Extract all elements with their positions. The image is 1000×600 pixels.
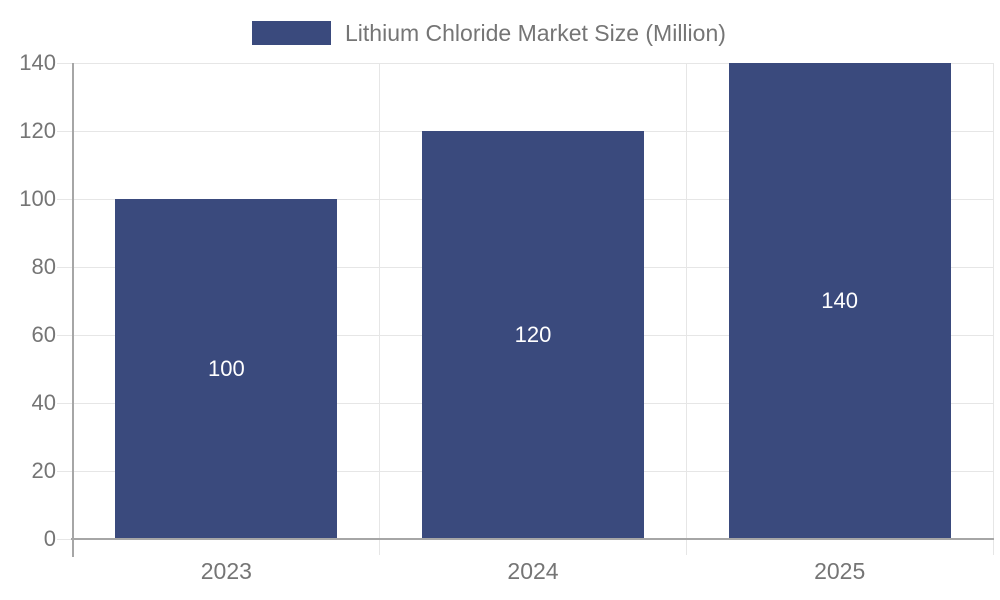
y-axis-line bbox=[71, 63, 74, 557]
y-tick-label-120: 120 bbox=[19, 118, 56, 143]
bar-value-label-2024: 120 bbox=[514, 322, 552, 347]
y-tick-mark bbox=[57, 266, 73, 268]
y-tick-label-140: 140 bbox=[19, 50, 56, 75]
x-tick-label-2023: 2023 bbox=[200, 558, 252, 584]
x-tick-label-2024: 2024 bbox=[507, 558, 559, 584]
y-tick-mark bbox=[57, 334, 73, 336]
legend-label: Lithium Chloride Market Size (Million) bbox=[345, 20, 726, 46]
y-tick-mark bbox=[57, 130, 73, 132]
y-tick-label-100: 100 bbox=[19, 186, 56, 211]
y-tick-label-0: 0 bbox=[43, 526, 56, 551]
x-tick-mark bbox=[379, 539, 381, 555]
y-tick-label-80: 80 bbox=[31, 254, 56, 279]
bar-2023[interactable] bbox=[115, 199, 338, 538]
bar-2025[interactable] bbox=[728, 63, 951, 538]
v-gridline bbox=[992, 63, 994, 539]
bar-value-label-2023: 100 bbox=[207, 356, 245, 381]
x-tick-mark bbox=[685, 539, 687, 555]
legend-swatch-icon bbox=[252, 21, 331, 45]
y-tick-label-40: 40 bbox=[31, 390, 56, 415]
y-tick-mark bbox=[57, 62, 73, 64]
x-axis-line bbox=[71, 538, 994, 540]
y-tick-label-20: 20 bbox=[31, 458, 56, 483]
bar-value-label-2025: 140 bbox=[821, 288, 859, 313]
y-tick-mark bbox=[57, 402, 73, 404]
v-gridline bbox=[379, 63, 381, 539]
x-tick-mark bbox=[992, 539, 994, 555]
y-tick-mark bbox=[57, 198, 73, 200]
v-gridline bbox=[685, 63, 687, 539]
x-tick-label-2025: 2025 bbox=[814, 558, 866, 584]
bar-2024[interactable] bbox=[422, 131, 644, 538]
y-tick-mark bbox=[57, 538, 73, 540]
legend[interactable]: Lithium Chloride Market Size (Million) bbox=[252, 19, 726, 47]
h-gridline bbox=[73, 62, 993, 64]
y-tick-label-60: 60 bbox=[31, 322, 56, 347]
y-tick-mark bbox=[57, 470, 73, 472]
